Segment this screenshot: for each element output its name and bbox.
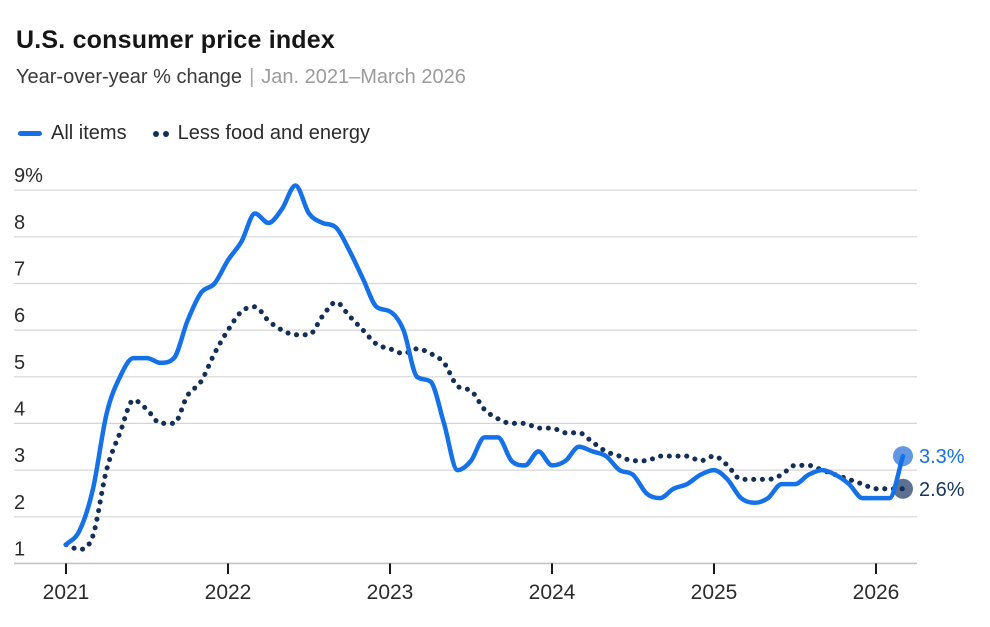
y-axis-labels: 1 2 3 4 5 6 7 8 9%	[14, 165, 43, 560]
y-tick-label-5: 5	[14, 352, 25, 374]
legend-label-less-food-energy: Less food and energy	[177, 122, 370, 144]
chart-title: U.S. consumer price index	[16, 26, 335, 54]
subtitle-date-range: Jan. 2021–March 2026	[261, 65, 466, 88]
x-axis-labels: 2021 2022 2023 2024 2025 2026	[43, 581, 900, 604]
x-tick-label-2021: 2021	[43, 581, 90, 604]
y-tick-label-8: 8	[14, 212, 25, 234]
all-items-end-label: 3.3%	[919, 446, 965, 468]
y-tick-label-6: 6	[14, 305, 25, 327]
legend-item-less-food-energy: Less food and energy	[152, 122, 370, 145]
subtitle-measure: Year-over-year % change	[16, 65, 243, 88]
chart-subtitle: Year-over-year % change | Jan. 2021–March …	[16, 66, 466, 89]
legend-label-all-items: All items	[51, 122, 127, 144]
x-tick-label-2024: 2024	[529, 581, 576, 604]
x-tick-label-2025: 2025	[691, 581, 738, 604]
y-gridlines	[14, 189, 917, 565]
x-tick-label-2023: 2023	[367, 581, 414, 604]
chart-header: U.S. consumer price index Year-over-year…	[16, 26, 466, 89]
all-items-line-swatch-icon	[18, 131, 42, 136]
x-tick-label-2022: 2022	[205, 581, 252, 604]
y-tick-label-9: 9%	[14, 165, 43, 187]
y-tick-label-1: 1	[14, 538, 25, 560]
core-dots-swatch-icon	[152, 130, 169, 137]
all-items-line	[63, 183, 906, 547]
x-tick-label-2026: 2026	[853, 581, 900, 604]
core-end-label: 2.6%	[919, 479, 965, 501]
x-axis-ticks	[65, 563, 877, 574]
y-tick-label-3: 3	[14, 445, 25, 467]
chart-legend: All items Less food and energy	[18, 122, 370, 145]
y-tick-label-2: 2	[14, 492, 25, 514]
subtitle-separator: |	[249, 65, 255, 88]
core-line	[63, 299, 906, 552]
y-tick-label-4: 4	[14, 398, 25, 420]
legend-item-all-items: All items	[18, 122, 127, 145]
y-tick-label-7: 7	[14, 259, 25, 281]
